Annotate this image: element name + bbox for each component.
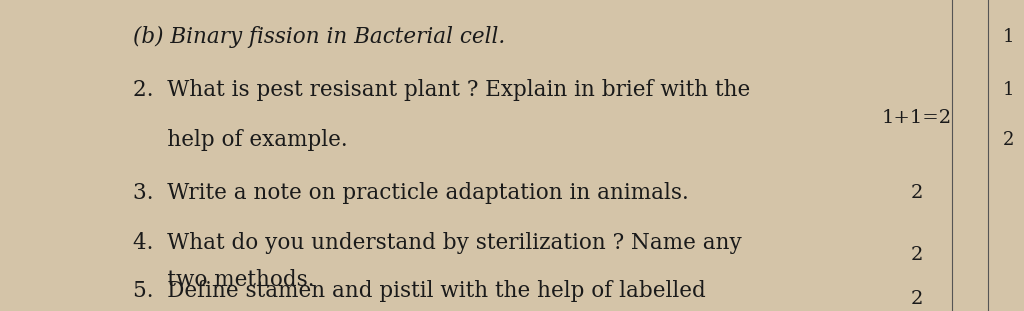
- Text: 2: 2: [910, 290, 923, 308]
- Text: 3.  Write a note on practicle adaptation in animals.: 3. Write a note on practicle adaptation …: [133, 182, 689, 204]
- Text: 1: 1: [1002, 28, 1015, 46]
- Text: 2: 2: [910, 184, 923, 202]
- Text: 2: 2: [1002, 131, 1015, 149]
- Text: help of example.: help of example.: [133, 129, 348, 151]
- Text: (b) Binary fission in Bacterial cell.: (b) Binary fission in Bacterial cell.: [133, 26, 506, 49]
- Text: 5.  Define stamen and pistil with the help of labelled: 5. Define stamen and pistil with the hel…: [133, 280, 706, 302]
- Text: 2.  What is pest resisant plant ? Explain in brief with the: 2. What is pest resisant plant ? Explain…: [133, 79, 751, 101]
- Text: 2: 2: [910, 246, 923, 264]
- Text: 1+1=2: 1+1=2: [882, 109, 951, 127]
- Text: two methods.: two methods.: [133, 269, 314, 291]
- Text: 4.  What do you understand by sterilization ? Name any: 4. What do you understand by sterilizati…: [133, 232, 741, 253]
- Text: 1: 1: [1002, 81, 1015, 99]
